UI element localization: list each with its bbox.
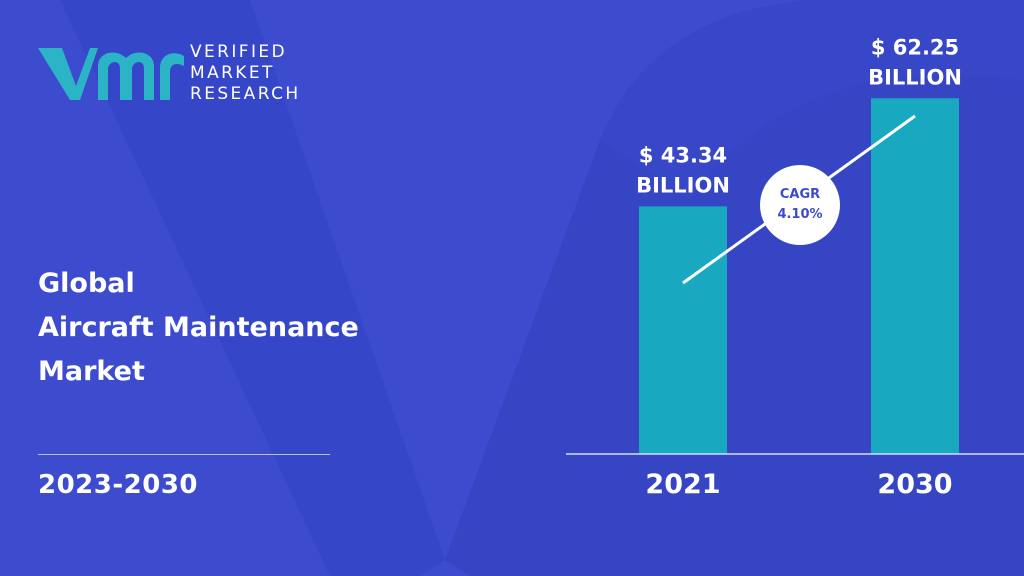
value-label-2021-line-1: $ 43.34	[639, 143, 727, 167]
category-label-2021: 2021	[645, 469, 720, 500]
logo-mark	[38, 48, 184, 100]
report-title: Global Aircraft Maintenance Market	[38, 262, 359, 394]
cagr-badge	[760, 165, 840, 245]
logo-line-research: RESEARCH	[190, 84, 301, 104]
background-v-highlight	[600, 0, 1024, 200]
cagr-value: 4.10%	[777, 207, 822, 222]
background-v-left	[60, 0, 445, 576]
title-divider	[38, 454, 330, 455]
title-line-1: Global	[38, 268, 135, 299]
logo-text: VERIFIED MARKET RESEARCH	[190, 42, 301, 105]
value-label-2021-line-2: BILLION	[636, 173, 730, 197]
bar-2021	[639, 206, 727, 454]
cagr-label: CAGR	[780, 187, 820, 202]
bar-2030	[871, 98, 959, 455]
category-label-2030: 2030	[877, 469, 952, 500]
forecast-period: 2023-2030	[38, 470, 199, 500]
value-label-2030-line-2: BILLION	[868, 65, 962, 89]
logo-line-verified: VERIFIED	[190, 42, 288, 62]
logo-line-market: MARKET	[190, 63, 275, 83]
title-line-3: Market	[38, 356, 145, 387]
logo	[36, 40, 326, 110]
title-line-2: Aircraft Maintenance	[38, 312, 359, 343]
value-label-2030-line-1: $ 62.25	[871, 35, 959, 59]
